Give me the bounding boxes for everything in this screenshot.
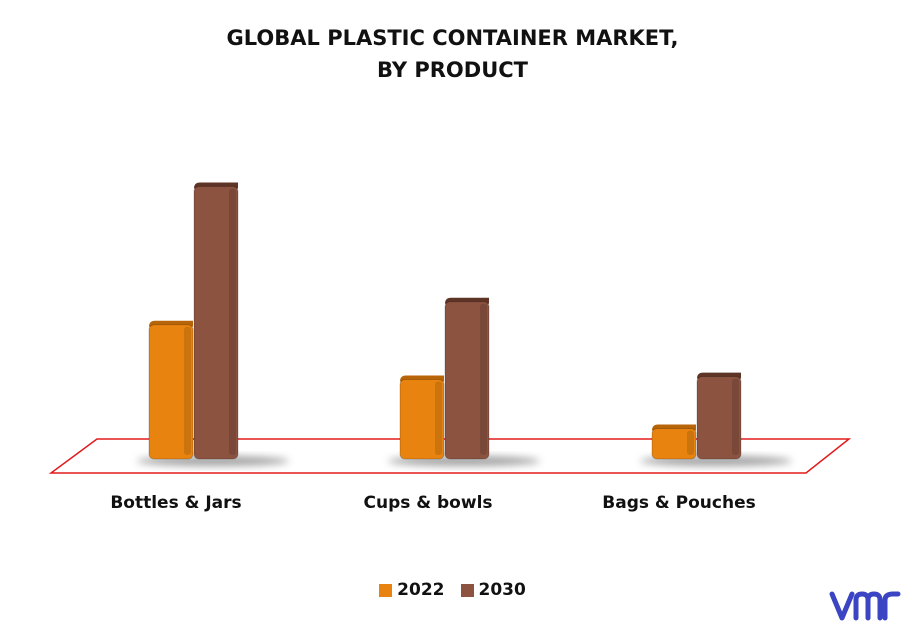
legend-label-2030: 2030 [478, 580, 526, 600]
legend-label-2022: 2022 [397, 580, 445, 600]
bar-2022-cups-bowls [399, 375, 445, 460]
category-labels: Bottles & Jars Cups & bowls Bags & Pouches [110, 493, 755, 513]
legend-swatch-2030 [460, 583, 474, 597]
bar-2030-bottles-jars [193, 182, 239, 460]
category-label-bags-pouches: Bags & Pouches [602, 493, 755, 513]
category-label-bottles-jars: Bottles & Jars [110, 493, 241, 513]
bars-group [148, 182, 742, 460]
legend: 2022 2030 [0, 580, 905, 600]
chart-title: GLOBAL PLASTIC CONTAINER MARKET, BY PROD… [0, 22, 905, 86]
legend-item-2022: 2022 [379, 580, 445, 600]
bar-2022-bags-pouches [651, 424, 697, 460]
chart-title-line-2: BY PRODUCT [376, 58, 528, 82]
legend-swatch-2022 [379, 583, 393, 597]
legend-item-2030: 2030 [460, 580, 526, 600]
bar-2022-bottles-jars [148, 320, 194, 460]
bar-2030-bags-pouches [696, 372, 742, 460]
category-label-cups-bowls: Cups & bowls [363, 493, 492, 513]
bar-2030-cups-bowls [444, 297, 490, 460]
chart-title-line-1: GLOBAL PLASTIC CONTAINER MARKET, [226, 26, 679, 50]
vmr-logo-icon [829, 591, 901, 621]
chart-floor [48, 438, 852, 474]
